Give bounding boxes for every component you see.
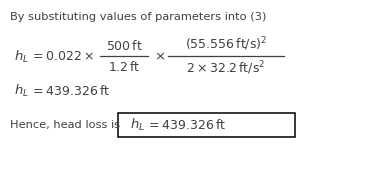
Text: $500\,\mathregular{ft}$: $500\,\mathregular{ft}$ xyxy=(105,39,142,53)
Text: $\mathregular{2\times32.2\,ft/s^{2}}$: $\mathregular{2\times32.2\,ft/s^{2}}$ xyxy=(186,59,266,77)
Text: $1.2\,\mathregular{ft}$: $1.2\,\mathregular{ft}$ xyxy=(108,60,140,74)
Text: $h_L$: $h_L$ xyxy=(130,117,145,133)
Bar xyxy=(118,113,295,137)
Text: By substituting values of parameters into (3): By substituting values of parameters int… xyxy=(10,12,266,22)
Text: $h_L$: $h_L$ xyxy=(14,83,29,99)
Text: $h_L$: $h_L$ xyxy=(14,49,29,65)
Text: $= 439.326\,\mathregular{ft}$: $= 439.326\,\mathregular{ft}$ xyxy=(30,84,110,98)
Text: $= 0.022\times$: $= 0.022\times$ xyxy=(30,50,94,64)
Text: Hence, head loss is: Hence, head loss is xyxy=(10,120,120,130)
Text: $= 439.326\,\mathregular{ft}$: $= 439.326\,\mathregular{ft}$ xyxy=(146,118,226,132)
Text: $\times$: $\times$ xyxy=(154,50,165,64)
Text: $\mathregular{(55.556\,ft/s)^{2}}$: $\mathregular{(55.556\,ft/s)^{2}}$ xyxy=(185,35,267,53)
